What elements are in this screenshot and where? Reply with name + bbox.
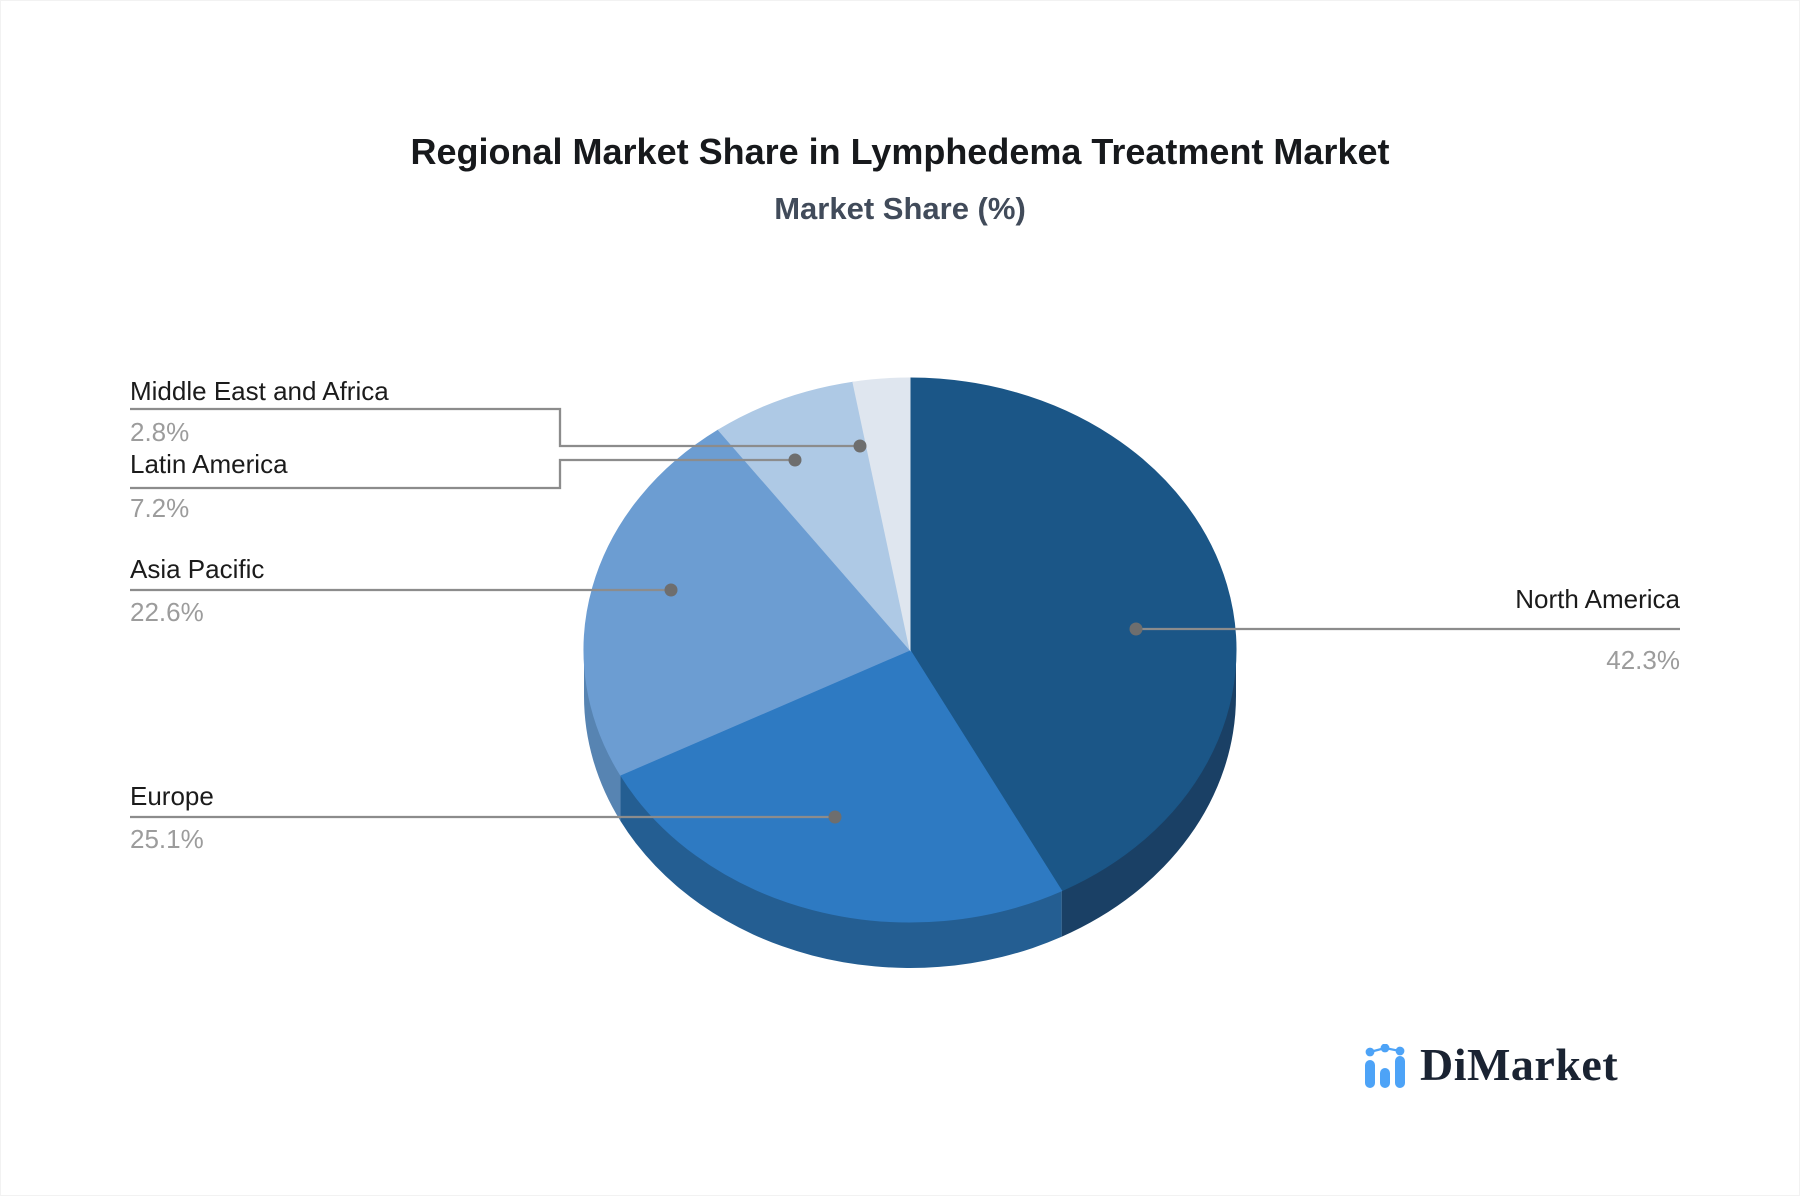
chart-subtitle: Market Share (%) (774, 191, 1026, 226)
logo-bar-3 (1395, 1056, 1405, 1088)
logo-dot-1 (1365, 1047, 1375, 1057)
leader-middle-east-and-africa (130, 407, 860, 448)
callout-value-north-america: 42.3% (1606, 645, 1680, 675)
leader-dot-middle-east-and-africa (853, 439, 867, 453)
logo-dot-2 (1380, 1044, 1390, 1053)
callout-value-europe: 25.1% (130, 824, 204, 854)
leader-latin-america (130, 458, 795, 490)
pie-side-europe (620, 775, 1062, 969)
pie-side-asia-pacific (584, 650, 621, 822)
logo-bar-1 (1365, 1060, 1375, 1088)
callout-label-north-america: North America (1515, 584, 1680, 614)
chart-title: Regional Market Share in Lymphedema Trea… (410, 131, 1390, 172)
pie-slice-europe[interactable] (619, 649, 1063, 923)
pie-slice-middle-east-and-africa[interactable] (852, 377, 911, 651)
brand-name: DiMarket (1420, 1039, 1619, 1090)
bar-chart-logo-icon (1365, 1044, 1405, 1088)
logo-bar-2 (1380, 1068, 1390, 1088)
callout-value-latin-america: 7.2% (130, 493, 190, 523)
leader-dot-north-america (1129, 622, 1143, 636)
callout-label-middle-east-and-africa: Middle East and Africa (130, 376, 389, 406)
callout-label-asia-pacific: Asia Pacific (130, 554, 265, 584)
callout-value-asia-pacific: 22.6% (130, 597, 204, 627)
pie-side-north-america (1061, 650, 1236, 937)
leader-dot-europe (828, 810, 842, 824)
pie-slice-north-america[interactable] (909, 377, 1237, 892)
logo-dot-3 (1395, 1046, 1405, 1056)
callout-label-latin-america: Latin America (130, 449, 288, 479)
callout-label-europe: Europe (130, 781, 214, 811)
pie-slice-asia-pacific[interactable] (583, 429, 911, 776)
leader-dot-latin-america (788, 453, 802, 467)
callout-value-middle-east-and-africa: 2.8% (130, 417, 190, 447)
brand-logo: DiMarket (1363, 1042, 1618, 1088)
leader-dot-asia-pacific (664, 583, 678, 597)
